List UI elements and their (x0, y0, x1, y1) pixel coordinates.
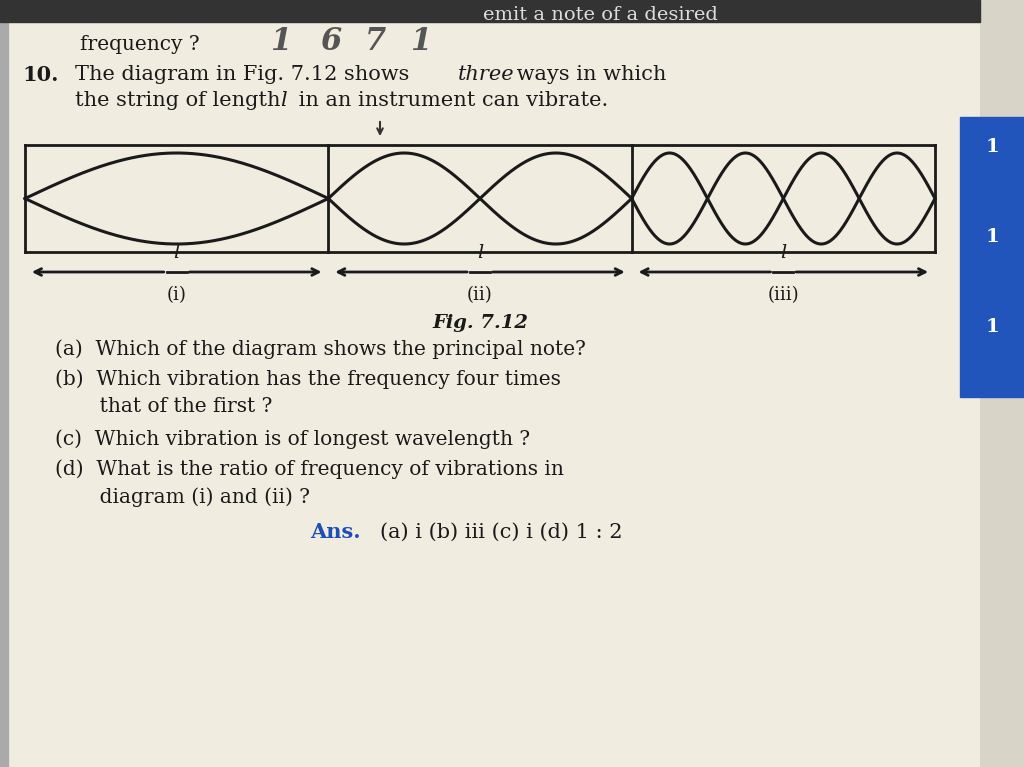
Text: 1: 1 (985, 318, 998, 336)
Text: 6: 6 (319, 25, 341, 57)
Text: 1: 1 (985, 138, 998, 156)
Text: diagram (i) and (ii) ?: diagram (i) and (ii) ? (55, 487, 310, 507)
FancyBboxPatch shape (0, 0, 980, 767)
Text: three: three (458, 65, 515, 84)
Text: (i): (i) (167, 286, 186, 304)
Text: l: l (280, 91, 287, 110)
Text: (iii): (iii) (768, 286, 799, 304)
Text: 7: 7 (365, 25, 386, 57)
Text: ways in which: ways in which (510, 65, 667, 84)
Text: (c)  Which vibration is of longest wavelength ?: (c) Which vibration is of longest wavele… (55, 430, 530, 449)
Text: (b)  Which vibration has the frequency four times: (b) Which vibration has the frequency fo… (55, 369, 561, 389)
Text: l: l (477, 244, 483, 262)
Text: (ii): (ii) (467, 286, 493, 304)
Text: 1: 1 (985, 228, 998, 246)
Bar (961, 117, 1024, 397)
Text: (a) i (b) iii (c) i (d) 1 : 2: (a) i (b) iii (c) i (d) 1 : 2 (380, 522, 623, 542)
Text: Ans.: Ans. (310, 522, 360, 542)
Text: in an instrument can vibrate.: in an instrument can vibrate. (292, 91, 608, 110)
Bar (0, 0, 8, 767)
Text: that of the first ?: that of the first ? (55, 397, 272, 416)
Text: The diagram in Fig. 7.12 shows: The diagram in Fig. 7.12 shows (75, 65, 416, 84)
Text: frequency ?: frequency ? (80, 35, 200, 54)
Text: Fig. 7.12: Fig. 7.12 (432, 314, 528, 332)
Text: 1: 1 (270, 25, 291, 57)
Text: emit a note of a desired: emit a note of a desired (482, 6, 718, 24)
Text: 1: 1 (410, 25, 431, 57)
Text: l: l (780, 244, 786, 262)
Text: the string of length: the string of length (75, 91, 287, 110)
Text: (a)  Which of the diagram shows the principal note?: (a) Which of the diagram shows the princ… (55, 339, 586, 359)
Text: l: l (173, 244, 180, 262)
Text: 10.: 10. (22, 65, 58, 85)
Text: (d)  What is the ratio of frequency of vibrations in: (d) What is the ratio of frequency of vi… (55, 459, 564, 479)
Bar (0, 0, 980, 22)
